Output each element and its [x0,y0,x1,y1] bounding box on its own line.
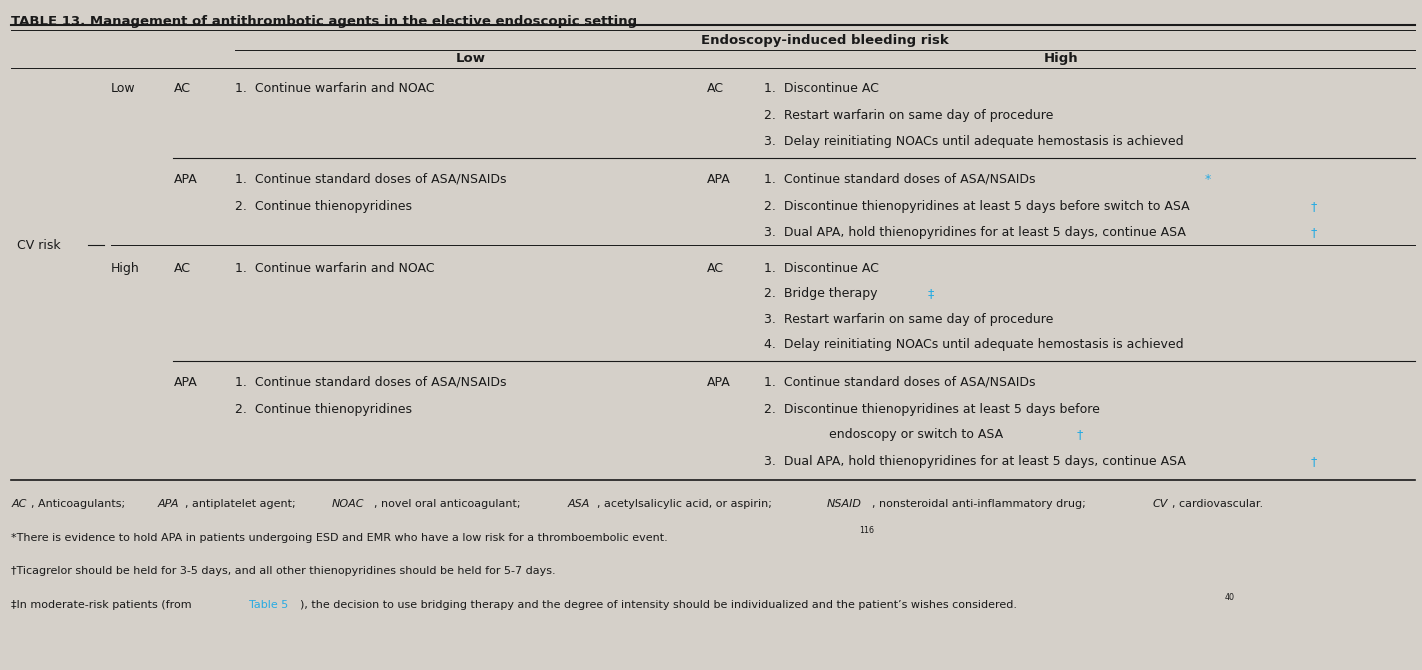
Text: Endoscopy-induced bleeding risk: Endoscopy-induced bleeding risk [701,34,948,47]
Text: AC: AC [11,499,27,509]
Text: AC: AC [173,262,191,275]
Text: 116: 116 [859,526,873,535]
Text: NOAC: NOAC [333,499,364,509]
Text: APA: APA [173,173,198,186]
Text: †: † [1076,428,1082,441]
Text: 1.  Continue warfarin and NOAC: 1. Continue warfarin and NOAC [235,262,434,275]
Text: 1.  Continue warfarin and NOAC: 1. Continue warfarin and NOAC [235,82,434,94]
Text: 1.  Continue standard doses of ASA/NSAIDs: 1. Continue standard doses of ASA/NSAIDs [764,376,1035,389]
Text: ), the decision to use bridging therapy and the degree of intensity should be in: ), the decision to use bridging therapy … [300,600,1017,610]
Text: 1.  Continue standard doses of ASA/NSAIDs: 1. Continue standard doses of ASA/NSAIDs [235,376,506,389]
Text: TABLE 13. Management of antithrombotic agents in the elective endoscopic setting: TABLE 13. Management of antithrombotic a… [11,15,637,27]
Text: *: * [1204,173,1210,186]
Text: CV: CV [1152,499,1167,509]
Text: 2.  Discontinue thienopyridines at least 5 days before: 2. Discontinue thienopyridines at least … [764,403,1099,415]
Text: High: High [1044,52,1078,66]
Text: Low: Low [111,82,135,94]
Text: Low: Low [455,52,486,66]
Text: AC: AC [707,262,724,275]
Text: ASA: ASA [567,499,590,509]
Text: AC: AC [707,82,724,94]
Text: 40: 40 [1224,593,1234,602]
Text: 1.  Discontinue AC: 1. Discontinue AC [764,82,879,94]
Text: 1.  Continue standard doses of ASA/NSAIDs: 1. Continue standard doses of ASA/NSAIDs [764,173,1035,186]
Text: 1.  Discontinue AC: 1. Discontinue AC [764,262,879,275]
Text: APA: APA [173,376,198,389]
Text: endoscopy or switch to ASA: endoscopy or switch to ASA [829,428,1003,441]
Text: , novel oral anticoagulant;: , novel oral anticoagulant; [374,499,525,509]
Text: *There is evidence to hold APA in patients undergoing ESD and EMR who have a low: *There is evidence to hold APA in patien… [11,533,668,543]
Text: 3.  Delay reinitiating NOACs until adequate hemostasis is achieved: 3. Delay reinitiating NOACs until adequa… [764,135,1183,148]
Text: 2.  Bridge therapy: 2. Bridge therapy [764,287,877,300]
Text: , Anticoagulants;: , Anticoagulants; [31,499,129,509]
Text: CV risk: CV risk [17,239,61,252]
Text: 3.  Restart warfarin on same day of procedure: 3. Restart warfarin on same day of proce… [764,313,1052,326]
Text: High: High [111,262,139,275]
Text: APA: APA [158,499,179,509]
Text: 1.  Continue standard doses of ASA/NSAIDs: 1. Continue standard doses of ASA/NSAIDs [235,173,506,186]
Text: †: † [1311,200,1317,212]
Text: APA: APA [707,173,731,186]
Text: †: † [1311,455,1317,468]
Text: AC: AC [173,82,191,94]
Text: †: † [1311,226,1317,239]
Text: ‡In moderate-risk patients (from: ‡In moderate-risk patients (from [11,600,195,610]
Text: , cardiovascular.: , cardiovascular. [1172,499,1263,509]
Text: , acetylsalicylic acid, or aspirin;: , acetylsalicylic acid, or aspirin; [597,499,775,509]
Text: 3.  Dual APA, hold thienopyridines for at least 5 days, continue ASA: 3. Dual APA, hold thienopyridines for at… [764,455,1186,468]
Text: 2.  Continue thienopyridines: 2. Continue thienopyridines [235,200,411,212]
Text: , nonsteroidal anti-inflammatory drug;: , nonsteroidal anti-inflammatory drug; [872,499,1089,509]
Text: 2.  Discontinue thienopyridines at least 5 days before switch to ASA: 2. Discontinue thienopyridines at least … [764,200,1189,212]
Text: 2.  Continue thienopyridines: 2. Continue thienopyridines [235,403,411,415]
Text: 2.  Restart warfarin on same day of procedure: 2. Restart warfarin on same day of proce… [764,109,1052,121]
Text: APA: APA [707,376,731,389]
Text: Table 5: Table 5 [249,600,289,610]
Text: 3.  Dual APA, hold thienopyridines for at least 5 days, continue ASA: 3. Dual APA, hold thienopyridines for at… [764,226,1186,239]
Text: , antiplatelet agent;: , antiplatelet agent; [185,499,299,509]
Text: ‡: ‡ [927,287,933,300]
Text: †Ticagrelor should be held for 3-5 days, and all other thienopyridines should be: †Ticagrelor should be held for 3-5 days,… [11,566,556,576]
Text: 4.  Delay reinitiating NOACs until adequate hemostasis is achieved: 4. Delay reinitiating NOACs until adequa… [764,338,1183,351]
Text: NSAID: NSAID [826,499,862,509]
